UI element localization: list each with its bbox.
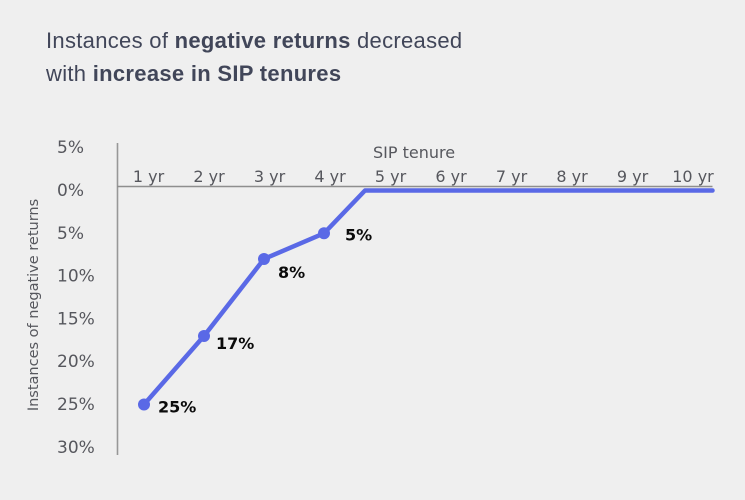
title-segment-bold: increase in SIP tenures bbox=[92, 61, 342, 86]
data-point-marker bbox=[258, 252, 270, 265]
data-point-marker bbox=[198, 330, 210, 343]
x-tick-label: 9 yr bbox=[617, 167, 649, 186]
x-tick-label: 5 yr bbox=[375, 167, 407, 186]
y-axis-title: Instances of negative returns bbox=[26, 199, 42, 411]
data-point-label: 8% bbox=[278, 263, 305, 282]
data-point-marker bbox=[318, 227, 330, 240]
y-tick-label: 25% bbox=[57, 395, 95, 415]
x-tick-label: 3 yr bbox=[254, 167, 286, 186]
x-tick-label: 2 yr bbox=[193, 167, 225, 186]
title-segment: with bbox=[46, 61, 93, 86]
data-point-marker bbox=[138, 398, 150, 411]
y-tick-label: 5% bbox=[57, 224, 84, 244]
data-point-label: 25% bbox=[158, 398, 196, 417]
chart-title: Instances of negative returns decreased … bbox=[46, 24, 462, 90]
title-segment: Instances of bbox=[46, 28, 175, 53]
data-series: 25% 17% 8% 5% bbox=[138, 188, 715, 417]
y-tick-label: 10% bbox=[57, 267, 95, 287]
y-tick-label: 15% bbox=[57, 309, 95, 329]
x-tick-label: 8 yr bbox=[556, 167, 588, 186]
x-tick-label: 7 yr bbox=[496, 167, 528, 186]
y-tick-label: 0% bbox=[57, 181, 84, 201]
data-point-label: 17% bbox=[216, 334, 254, 353]
x-tick-labels: 1 yr 2 yr 3 yr 4 yr 5 yr 6 yr 7 yr 8 yr 9 yr 10 y… bbox=[133, 167, 714, 186]
y-tick-labels: 5% 0% 5% 10% 15% 20% 25% 30% bbox=[57, 138, 95, 458]
series-line bbox=[141, 188, 715, 407]
y-tick-label: 20% bbox=[57, 352, 95, 372]
x-axis-title: SIP tenure bbox=[373, 143, 455, 162]
x-tick-label: 4 yr bbox=[314, 167, 346, 186]
title-segment-bold: negative returns bbox=[174, 28, 351, 53]
x-tick-label: 1 yr bbox=[133, 167, 165, 186]
x-tick-label: 6 yr bbox=[435, 167, 467, 186]
x-tick-label: 10 yr bbox=[672, 167, 714, 186]
y-tick-label: 30% bbox=[57, 438, 95, 458]
title-segment: decreased bbox=[350, 28, 463, 53]
data-point-label: 5% bbox=[345, 225, 372, 244]
y-tick-label: 5% bbox=[57, 138, 84, 158]
